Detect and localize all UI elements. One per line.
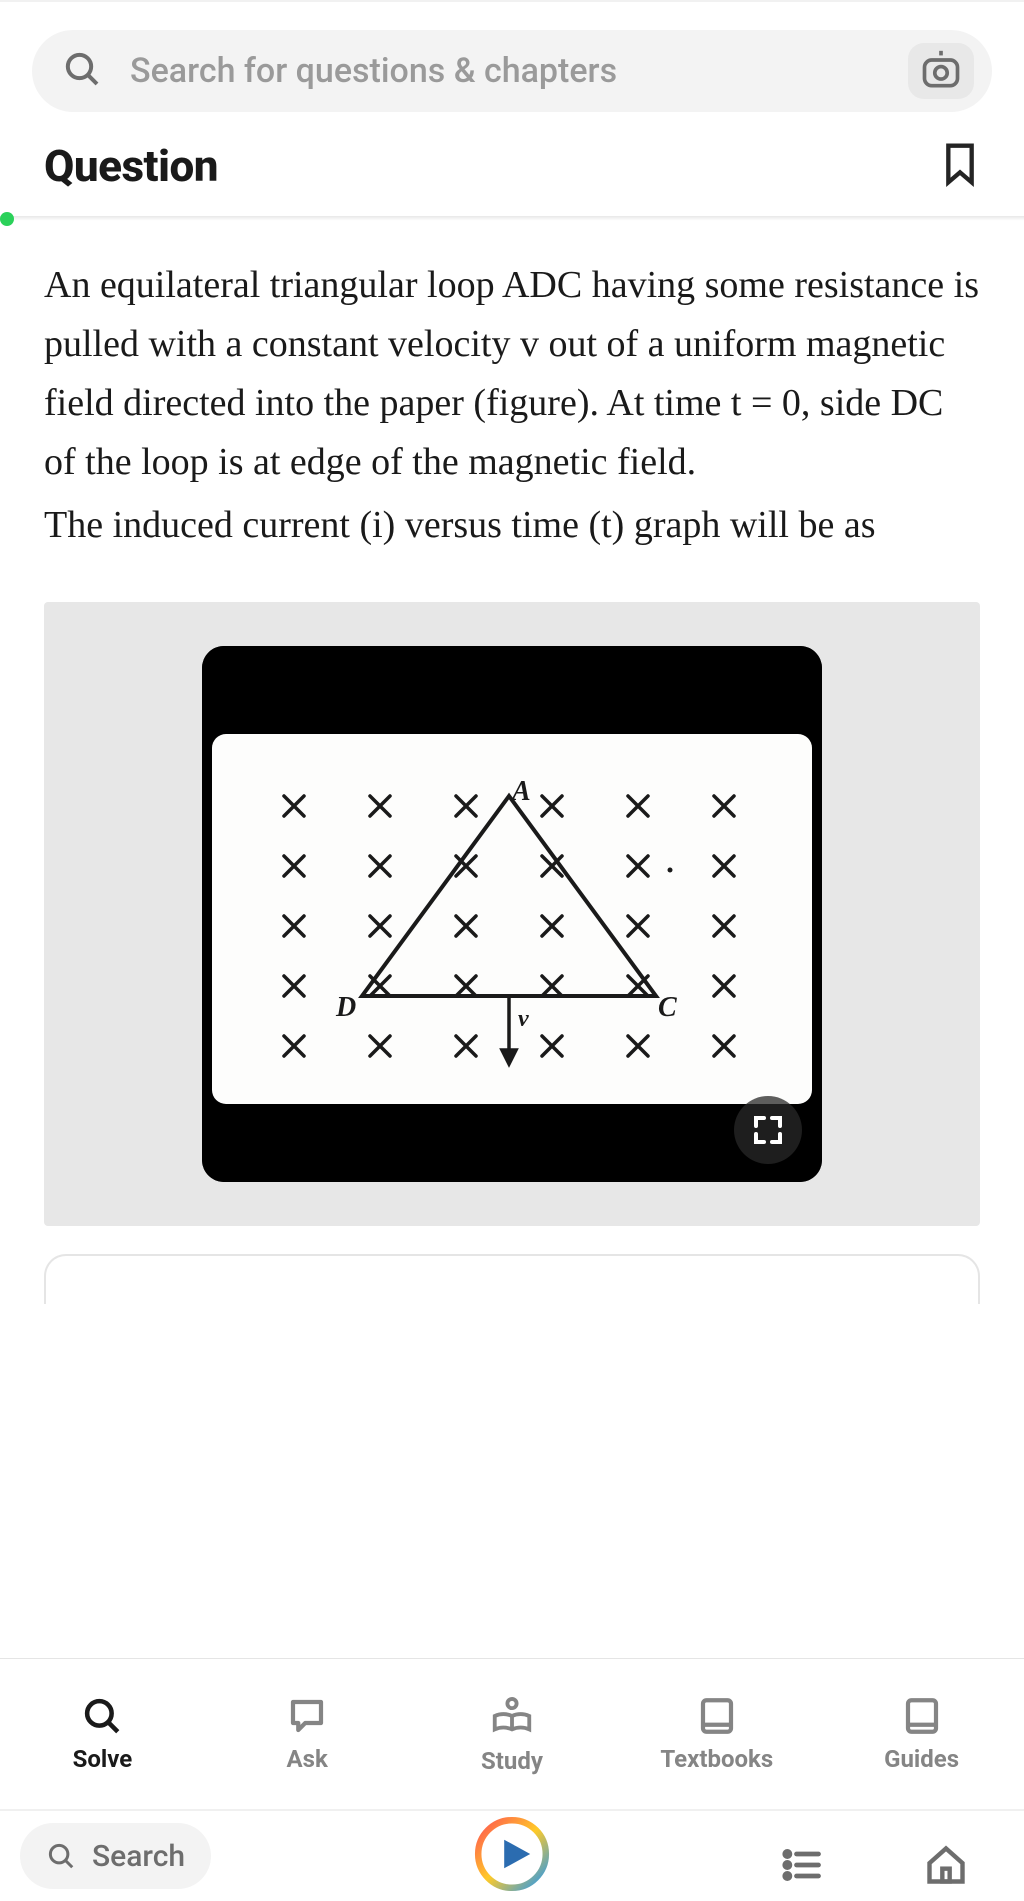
letterbox-top (202, 646, 822, 734)
nav-textbooks[interactable]: Textbooks (614, 1659, 819, 1809)
section-divider (0, 216, 1024, 224)
triangle-diagram: A D C v (232, 764, 792, 1084)
sub-search-label: Search (92, 1839, 185, 1874)
figure-inner: A D C v (202, 646, 822, 1182)
question-body: An equilateral triangular loop ADC havin… (0, 224, 1024, 554)
letterbox-bottom (202, 1094, 822, 1182)
search-placeholder: Search for questions & chapters (130, 51, 908, 91)
fullscreen-icon[interactable] (734, 1096, 802, 1164)
figure-container: A D C v (44, 602, 980, 1226)
label-C: C (658, 992, 677, 1023)
top-divider (0, 0, 1024, 2)
question-text-1: An equilateral triangular loop ADC havin… (44, 256, 980, 492)
list-icon[interactable] (780, 1843, 824, 1891)
play-button[interactable] (473, 1815, 551, 1893)
answer-card (44, 1254, 980, 1304)
search-icon (62, 49, 102, 93)
sub-search-pill[interactable]: Search (20, 1823, 211, 1889)
search-icon (46, 1841, 76, 1871)
nav-guides[interactable]: Guides (819, 1659, 1024, 1809)
home-icon[interactable] (924, 1843, 968, 1891)
question-heading: Question (44, 140, 218, 192)
label-v: v (518, 1006, 529, 1032)
nav-ask[interactable]: Ask (205, 1659, 410, 1809)
nav-solve[interactable]: Solve (0, 1659, 205, 1809)
label-D: D (335, 992, 356, 1023)
search-bar[interactable]: Search for questions & chapters (32, 30, 992, 112)
bottom-nav: Solve Ask Study Textbooks Guides (0, 1659, 1024, 1809)
nav-guides-label: Guides (884, 1745, 959, 1773)
status-dot (0, 212, 14, 226)
nav-solve-label: Solve (73, 1745, 133, 1773)
nav-ask-label: Ask (287, 1745, 328, 1773)
label-A: A (510, 776, 531, 807)
nav-study[interactable]: Study (410, 1659, 615, 1809)
bookmark-icon[interactable] (940, 140, 980, 192)
sub-bar: Search (0, 1809, 1024, 1901)
nav-textbooks-label: Textbooks (660, 1745, 773, 1773)
nav-study-label: Study (481, 1747, 543, 1775)
question-header: Question (0, 112, 1024, 216)
figure-content: A D C v (212, 734, 812, 1104)
question-text-2: The induced current (i) versus time (t) … (44, 496, 980, 555)
camera-search-button[interactable] (908, 43, 974, 99)
